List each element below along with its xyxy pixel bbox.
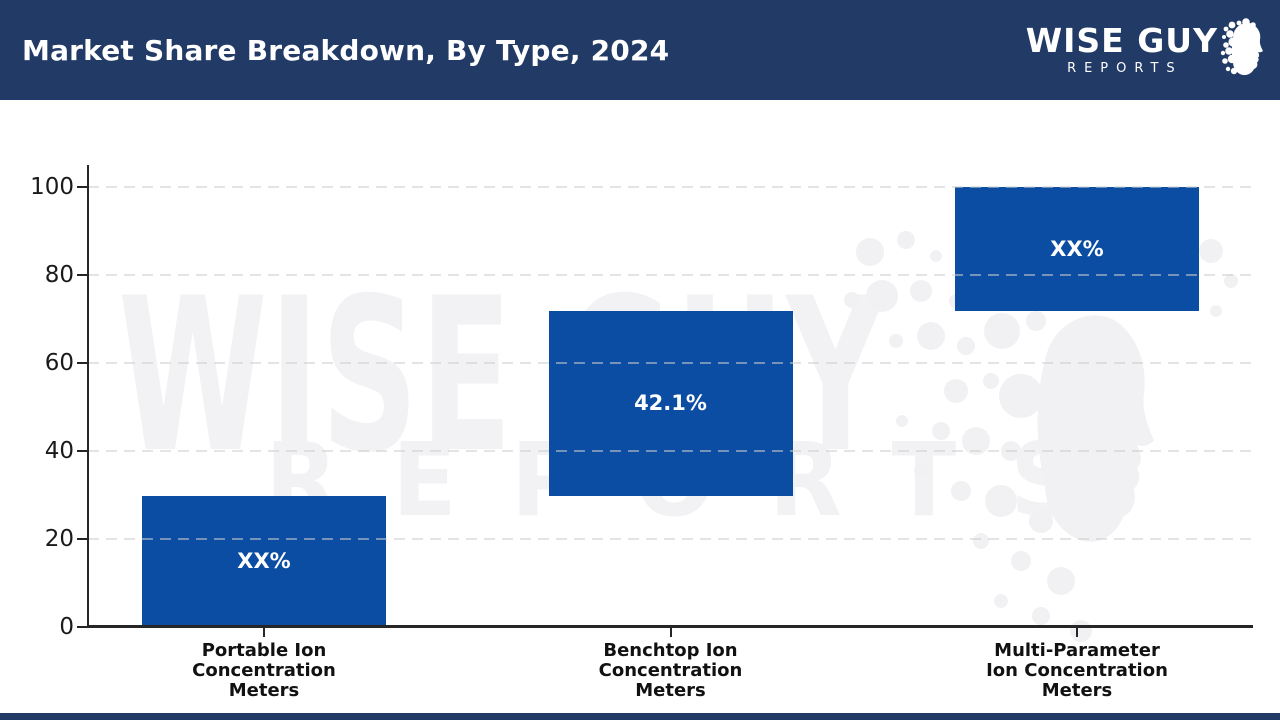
gridline-100 [88, 186, 1253, 188]
brand-logo: WISE GUY REPORTS [1026, 18, 1266, 82]
x-category-label-line: Concentration [598, 660, 743, 681]
y-tick-label-40: 40 [44, 438, 74, 464]
x-tick-mark-3 [1076, 628, 1078, 637]
x-category-label-1: Portable Ion Concentration Meters [134, 641, 394, 701]
y-tick-label-80: 80 [44, 262, 74, 288]
y-tick-mark-80 [77, 274, 87, 276]
x-category-label-2: Benchtop Ion Concentration Meters [541, 641, 801, 701]
x-category-label-line: Portable Ion [201, 640, 327, 661]
footer-bar [0, 713, 1280, 720]
header-bar: Market Share Breakdown, By Type, 2024 WI… [0, 0, 1280, 100]
bar-3: XX% [955, 187, 1199, 311]
y-tick-label-60: 60 [44, 350, 74, 376]
x-tick-mark-2 [669, 628, 672, 637]
y-tick-mark-100 [77, 186, 87, 188]
gridline-40 [88, 450, 1253, 452]
y-tick-mark-40 [77, 450, 87, 452]
y-axis-line [87, 165, 89, 628]
gridline-80 [88, 274, 1253, 276]
brand-wordmark: WISE GUY [1025, 21, 1218, 60]
gridline-60 [88, 362, 1253, 364]
brand-logo-text: WISE GUY REPORTS [1026, 24, 1218, 76]
x-category-label-line: Multi-Parameter [994, 640, 1160, 661]
y-tick-label-100: 100 [30, 174, 74, 200]
x-category-label-line: Meters [1041, 680, 1113, 701]
brand-subtext: REPORTS [1067, 61, 1183, 76]
x-category-label-line: Ion Concentration [986, 660, 1168, 681]
y-tick-mark-0 [77, 626, 87, 628]
y-tick-label-0: 0 [59, 614, 74, 640]
page-title: Market Share Breakdown, By Type, 2024 [22, 33, 670, 67]
bar-2: 42.1% [548, 310, 793, 496]
bar-value-label: XX% [1050, 236, 1104, 261]
y-tick-mark-60 [77, 362, 87, 364]
x-category-label-line: Benchtop Ion [603, 640, 738, 661]
x-category-label-line: Concentration [192, 660, 336, 681]
y-tick-mark-20 [77, 538, 87, 540]
brand-head-icon [1220, 18, 1263, 76]
x-tick-mark-1 [263, 628, 265, 637]
bar-value-label: XX% [237, 549, 291, 574]
x-axis-line [87, 625, 1253, 628]
x-category-label-3: Multi-Parameter Ion Concentration Meters [947, 641, 1207, 701]
bar-1: XX% [142, 495, 386, 627]
bar-value-label: 42.1% [634, 391, 707, 416]
y-tick-label-20: 20 [44, 526, 74, 552]
gridline-20 [88, 538, 1253, 540]
x-category-label-line: Meters [635, 680, 706, 701]
x-category-label-line: Meters [228, 680, 300, 701]
